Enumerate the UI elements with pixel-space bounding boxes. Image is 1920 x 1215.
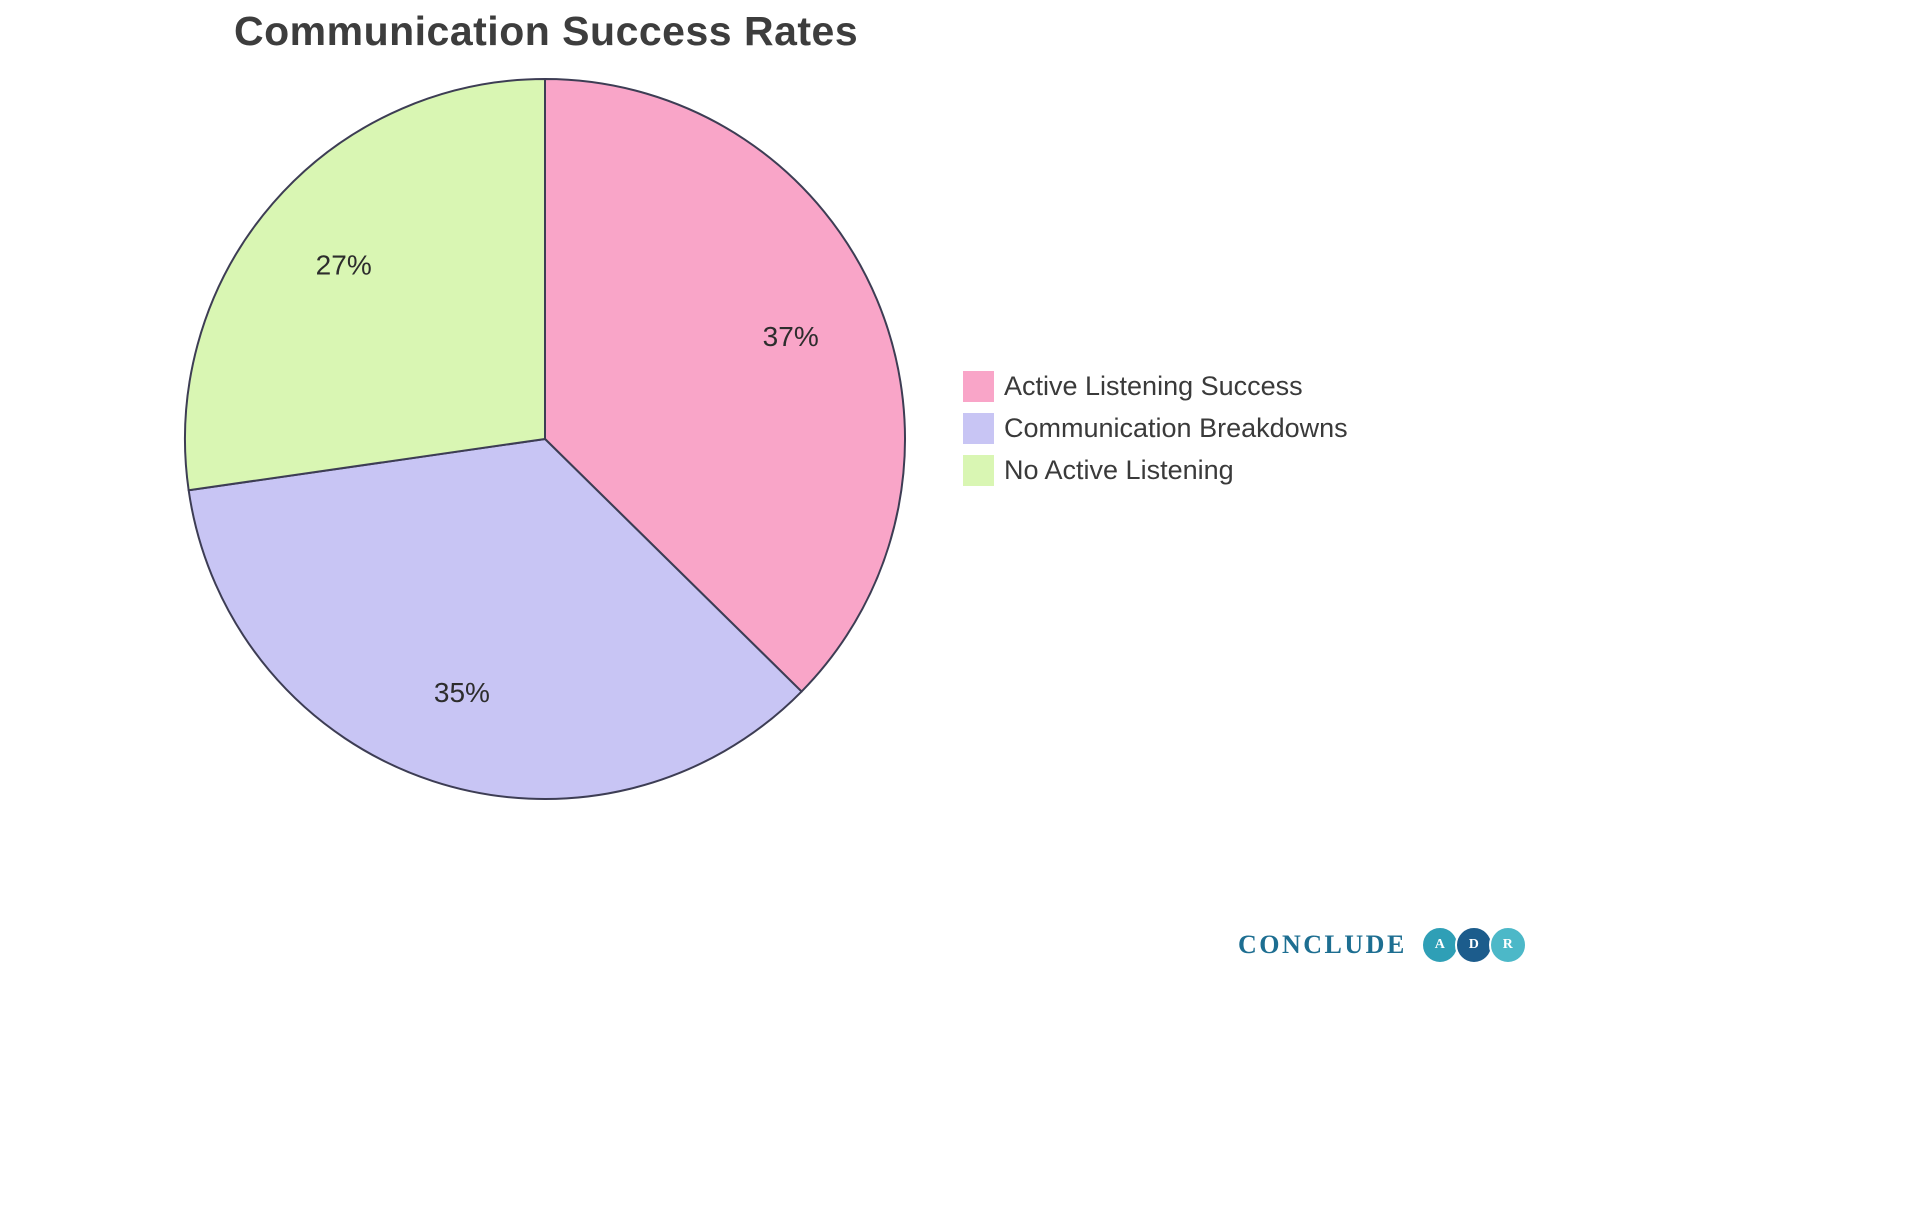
logo-wordmark: CONCLUDE [1238,930,1407,959]
pie-slice-label-1: 35% [434,677,490,708]
legend-item-0: Active Listening Success [963,371,1348,402]
legend-swatch-2 [963,455,994,486]
pie-slice-label-0: 37% [763,321,819,352]
legend-swatch-0 [963,371,994,402]
pie-slice-2 [184,78,546,492]
chart-title: Communication Success Rates [234,8,859,54]
logo-badge-a: A [1420,926,1459,964]
pie-slice-label-2: 27% [316,250,372,281]
legend-label-0: Active Listening Success [1004,371,1303,401]
legend: Active Listening Success Communication Br… [963,371,1348,486]
pie-chart-svg: 37% 35% 27% [184,78,906,800]
legend-label-1: Communication Breakdowns [1004,413,1348,443]
legend-swatch-1 [963,413,994,444]
pie-chart: 37% 35% 27% [180,74,910,804]
pie-slice-1 [187,438,803,800]
legend-item-2: No Active Listening [963,455,1348,486]
pie-slice-0 [544,78,906,693]
legend-label-2: No Active Listening [1004,455,1234,485]
logo-badge-d: D [1454,926,1493,964]
logo-badge-r: R [1488,926,1527,964]
legend-item-1: Communication Breakdowns [963,413,1348,444]
